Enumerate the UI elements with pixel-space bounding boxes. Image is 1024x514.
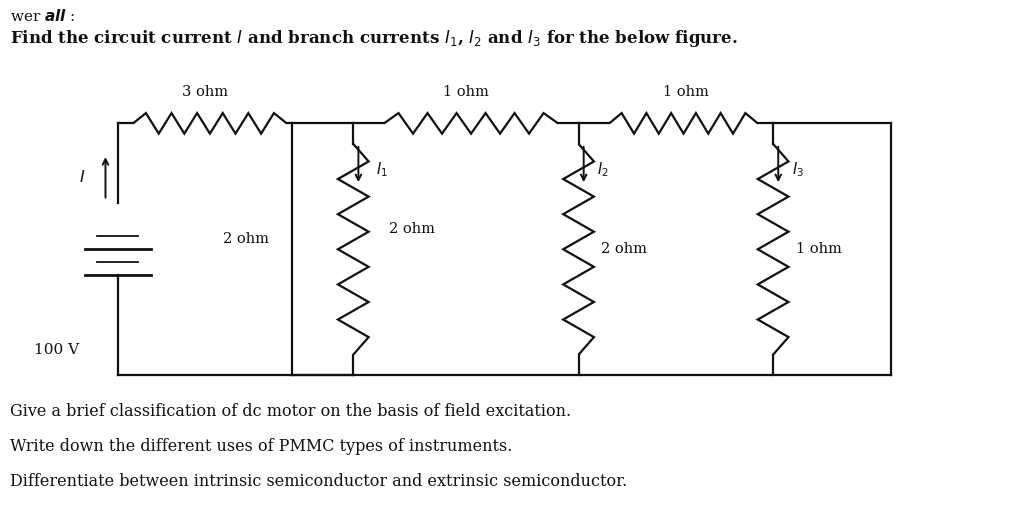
Text: 2 ohm: 2 ohm: [601, 242, 647, 256]
Text: 1 ohm: 1 ohm: [796, 242, 842, 256]
Text: 1 ohm: 1 ohm: [664, 85, 709, 99]
Text: $I_1$: $I_1$: [376, 160, 388, 179]
Text: $I_3$: $I_3$: [792, 160, 804, 179]
Text: Differentiate between intrinsic semiconductor and extrinsic semiconductor.: Differentiate between intrinsic semicond…: [10, 473, 628, 490]
Text: 2 ohm: 2 ohm: [389, 222, 435, 236]
Text: 2 ohm: 2 ohm: [223, 232, 268, 246]
Text: Find the circuit current $I$ and branch currents $I_1$, $I_2$ and $I_3$ for the : Find the circuit current $I$ and branch …: [10, 28, 738, 49]
Text: 1 ohm: 1 ohm: [443, 85, 488, 99]
Text: wer $\bfit{all}$ :: wer $\bfit{all}$ :: [10, 8, 76, 24]
Text: 3 ohm: 3 ohm: [181, 85, 228, 99]
Text: Write down the different uses of PMMC types of instruments.: Write down the different uses of PMMC ty…: [10, 438, 513, 455]
Text: $I_2$: $I_2$: [597, 160, 608, 179]
Text: $I$: $I$: [79, 169, 85, 186]
Text: Give a brief classification of dc motor on the basis of field excitation.: Give a brief classification of dc motor …: [10, 403, 571, 420]
Text: 100 V: 100 V: [34, 342, 79, 357]
